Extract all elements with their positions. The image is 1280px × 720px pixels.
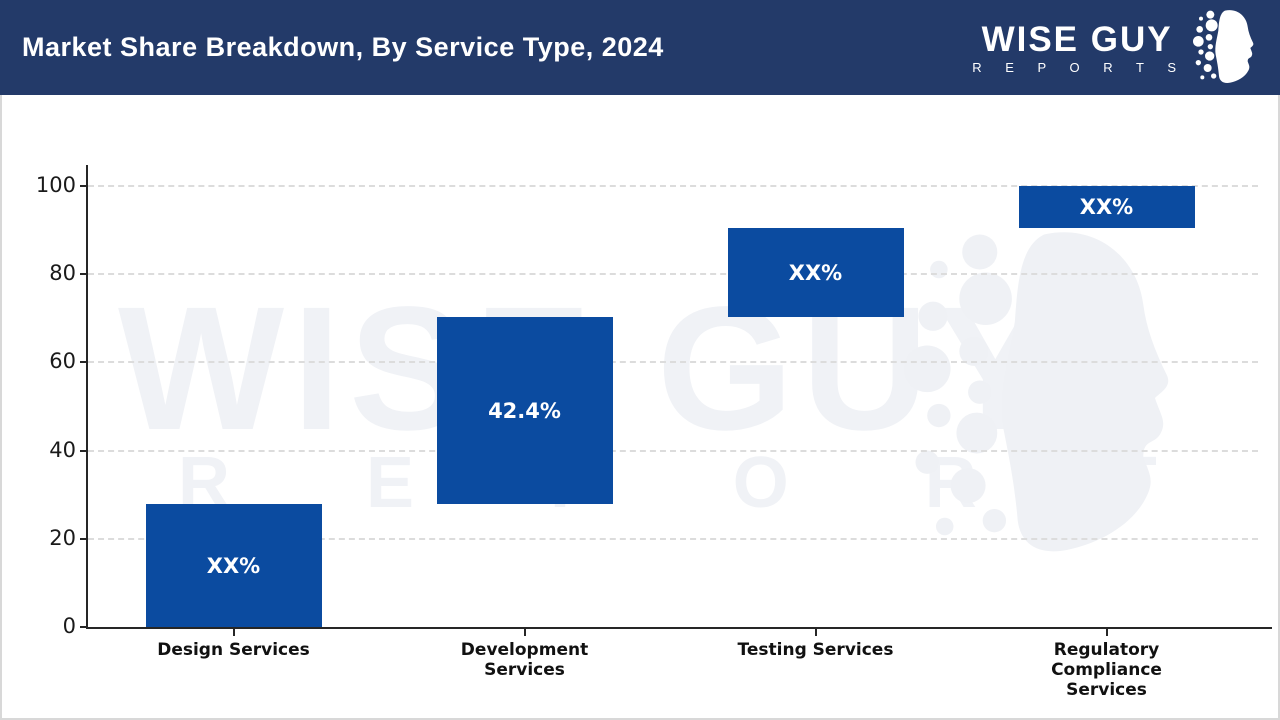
watermark-face-icon	[903, 232, 1169, 552]
bar-value-label: XX%	[206, 553, 261, 578]
y-tick	[80, 537, 88, 540]
x-tick-label-line: Testing Services	[737, 640, 894, 660]
x-tick-label: Design Services	[114, 640, 354, 660]
bar-segment: XX%	[727, 227, 904, 318]
x-tick-label-line: Development	[460, 640, 589, 660]
x-tick-label-line: Regulatory	[1053, 640, 1160, 660]
y-tick-label: 100	[35, 173, 76, 197]
gridline	[88, 185, 1258, 187]
x-tick-label-line: Services	[1066, 680, 1147, 700]
y-tick	[80, 449, 88, 452]
bar-value-label: XX%	[1079, 194, 1134, 219]
x-tick	[523, 627, 526, 636]
y-tick-label: 20	[49, 525, 76, 550]
x-tick-label: Development Services	[405, 640, 645, 680]
y-tick	[80, 361, 88, 364]
bar-segment: 42.4%	[436, 317, 613, 505]
y-axis-line	[86, 165, 88, 629]
logo-wordmark: WISE GUY	[981, 19, 1173, 59]
x-tick	[814, 627, 817, 636]
y-tick-label: 0	[62, 614, 76, 638]
x-axis-line	[86, 627, 1272, 629]
x-tick-label: Testing Services	[696, 640, 936, 660]
x-tick	[232, 627, 235, 636]
bar-segment: XX%	[1018, 186, 1195, 228]
y-tick	[80, 626, 88, 628]
page-title: Market Share Breakdown, By Service Type,…	[22, 32, 664, 62]
gridline	[88, 361, 1258, 364]
y-tick-label: 40	[49, 437, 76, 462]
header-bar: Market Share Breakdown, By Service Type,…	[0, 0, 1280, 95]
y-tick-label: 80	[49, 261, 76, 286]
bar-value-label: 42.4%	[488, 398, 561, 423]
x-tick-label-line: Services	[484, 660, 565, 680]
wiseguy-logo: WISE GUY R E P O R T S	[968, 8, 1262, 88]
x-tick	[1105, 627, 1108, 636]
gridline	[88, 449, 1258, 452]
logo-subtitle: R E P O R T S	[972, 59, 1186, 75]
x-tick-label-line: Design Services	[157, 640, 310, 660]
bar-segment: XX%	[145, 504, 322, 627]
wiseguy-logo-text: WISE GUY R E P O R T S	[968, 22, 1186, 74]
y-tick-label: 60	[49, 349, 76, 374]
bar-value-label: XX%	[788, 260, 843, 285]
x-tick-label: Regulatory Compliance Services	[987, 640, 1227, 700]
gridline	[88, 537, 1258, 540]
gridline	[88, 273, 1258, 276]
wiseguy-face-icon	[1193, 9, 1254, 83]
y-tick	[80, 185, 88, 187]
y-tick	[80, 273, 88, 276]
x-tick-label-line: Compliance	[1051, 660, 1162, 680]
